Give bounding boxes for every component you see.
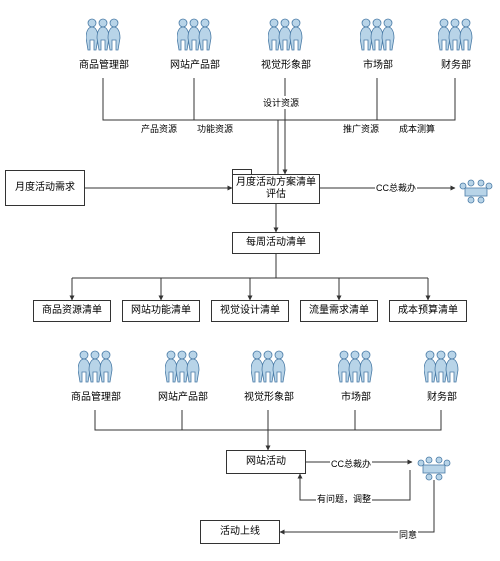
flow-box: 活动上线	[200, 520, 280, 544]
flow-box-text: 网站功能清单	[131, 305, 191, 317]
meeting-icon	[415, 455, 453, 486]
flow-edge	[266, 410, 355, 430]
people-group-icon	[86, 18, 122, 57]
people-group-label: 财务部	[427, 388, 457, 403]
edge-label: 设计资源	[262, 96, 300, 109]
edge-label: 同意	[398, 528, 418, 541]
edge-label: CC总裁办	[330, 457, 372, 470]
flow-edge	[278, 78, 455, 120]
people-group-icon	[424, 350, 460, 389]
flow-box: 成本预算清单	[389, 300, 467, 322]
people-group-label: 网站产品部	[158, 388, 208, 403]
people-group-label: 视觉形象部	[261, 56, 311, 71]
flow-box: 流量需求清单	[300, 300, 378, 322]
flow-box-text: 网站活动	[246, 456, 286, 468]
flow-box-text: 视觉设计清单	[220, 305, 280, 317]
edge-label: 成本测算	[398, 122, 436, 135]
flow-box: 月度活动方案清单评估	[232, 174, 320, 204]
edge-label: CC总裁办	[375, 181, 417, 194]
flow-box-text: 活动上线	[220, 526, 260, 538]
people-group-label: 商品管理部	[79, 56, 129, 71]
people-group-icon	[78, 350, 114, 389]
people-group-label: 市场部	[363, 56, 393, 71]
people-group-icon	[438, 18, 474, 57]
flow-edge	[280, 480, 434, 532]
people-group-label: 财务部	[441, 56, 471, 71]
people-group-icon	[268, 18, 304, 57]
flow-box-tab	[232, 169, 252, 174]
meeting-icon	[457, 178, 495, 209]
flow-box-text: 月度活动需求	[15, 182, 75, 194]
edge-label: 有问题，调整	[316, 492, 372, 505]
flow-box-text: 成本预算清单	[398, 305, 458, 317]
flow-edge	[266, 410, 441, 430]
flowchart-canvas: 商品管理部 网站产品部 视觉形象部	[0, 0, 500, 561]
flow-box-text: 商品资源清单	[42, 305, 102, 317]
people-group-icon	[251, 350, 287, 389]
flow-box: 商品资源清单	[33, 300, 111, 322]
flow-box: 网站功能清单	[122, 300, 200, 322]
flow-box: 月度活动需求	[5, 170, 85, 206]
flow-box: 视觉设计清单	[211, 300, 289, 322]
flow-box: 每周活动清单	[232, 232, 320, 254]
people-group-label: 市场部	[341, 388, 371, 403]
people-group-icon	[177, 18, 213, 57]
edge-label: 产品资源	[140, 122, 178, 135]
edge-label: 功能资源	[196, 122, 234, 135]
flow-edge	[103, 78, 278, 174]
people-group-label: 商品管理部	[71, 388, 121, 403]
people-group-icon	[360, 18, 396, 57]
edge-label: 推广资源	[342, 122, 380, 135]
flow-edge	[95, 410, 266, 430]
flow-box-text: 每周活动清单	[246, 237, 306, 249]
flow-box-text: 流量需求清单	[309, 305, 369, 317]
people-group-label: 视觉形象部	[244, 388, 294, 403]
flow-box-text: 月度活动方案清单评估	[235, 177, 317, 201]
flow-box: 网站活动	[226, 450, 306, 474]
people-group-icon	[165, 350, 201, 389]
people-group-label: 网站产品部	[170, 56, 220, 71]
people-group-icon	[338, 350, 374, 389]
